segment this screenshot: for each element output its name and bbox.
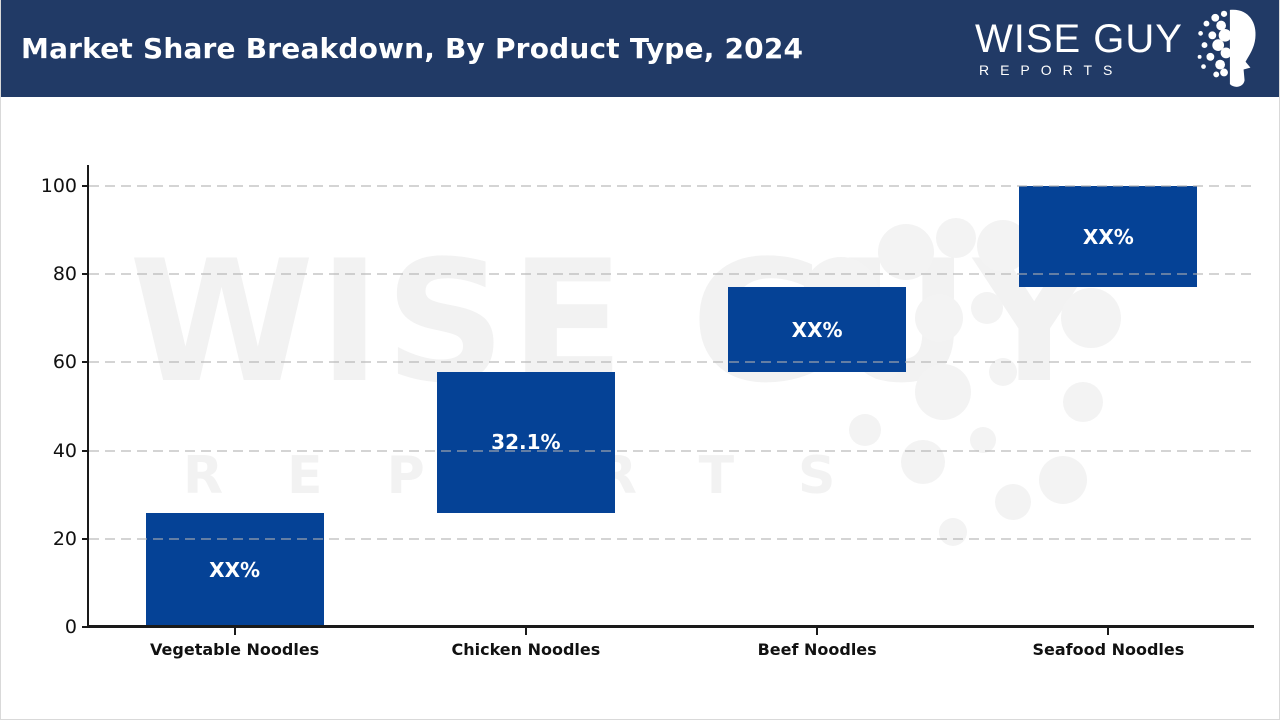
logo-wordmark: WISE GUY: [974, 17, 1183, 61]
bar-segment: [1019, 186, 1198, 288]
x-axis-tick: [524, 627, 527, 635]
bar-value-label: XX%: [209, 558, 261, 583]
x-axis-tick: [1107, 627, 1110, 635]
y-axis-tick-label: 0: [64, 616, 77, 638]
bar-segment: [436, 371, 615, 514]
x-axis-tick: [816, 627, 819, 635]
y-axis-tick-label: 40: [52, 439, 77, 462]
gridline: [89, 449, 1254, 452]
wise-guy-head-icon: [1197, 9, 1256, 87]
y-axis-tick-label: 60: [52, 351, 77, 374]
bar-value-label: XX%: [1082, 224, 1134, 249]
y-axis-tick: [82, 537, 89, 540]
y-axis-tick-label: 20: [52, 527, 77, 550]
y-axis-tick: [82, 273, 89, 276]
x-axis-category-label: Beef Noodles: [757, 640, 877, 659]
header-bar: Market Share Breakdown, By Product Type,…: [1, 0, 1279, 97]
bar-segment: [145, 513, 324, 627]
y-axis-tick-label: 100: [40, 175, 77, 197]
logo-subtext: REPORTS: [978, 62, 1124, 78]
bar-value-label: 32.1%: [491, 430, 561, 455]
bar-segment: [728, 287, 907, 372]
y-axis-tick-label: 80: [52, 263, 77, 286]
x-axis-category-label: Chicken Noodles: [451, 640, 601, 659]
bar-value-label: XX%: [791, 317, 843, 342]
gridline: [89, 537, 1254, 540]
y-axis-tick: [82, 626, 89, 628]
y-axis-tick: [82, 449, 89, 452]
x-axis-tick: [233, 627, 236, 635]
x-axis-category-label: Vegetable Noodles: [150, 640, 320, 659]
y-axis-tick: [82, 185, 89, 187]
y-axis-tick: [82, 361, 89, 364]
y-axis-line: [87, 165, 89, 627]
x-axis-line: [87, 625, 1254, 628]
wise-guy-logo: WISE GUY REPORTS: [975, 6, 1263, 92]
x-axis-category-label: Seafood Noodles: [1032, 640, 1185, 659]
gridline: [89, 185, 1254, 187]
chart-title: Market Share Breakdown, By Product Type,…: [21, 32, 804, 65]
logo-text: WISE GUY REPORTS: [975, 19, 1183, 78]
gridline: [89, 361, 1254, 364]
gridline: [89, 273, 1254, 276]
